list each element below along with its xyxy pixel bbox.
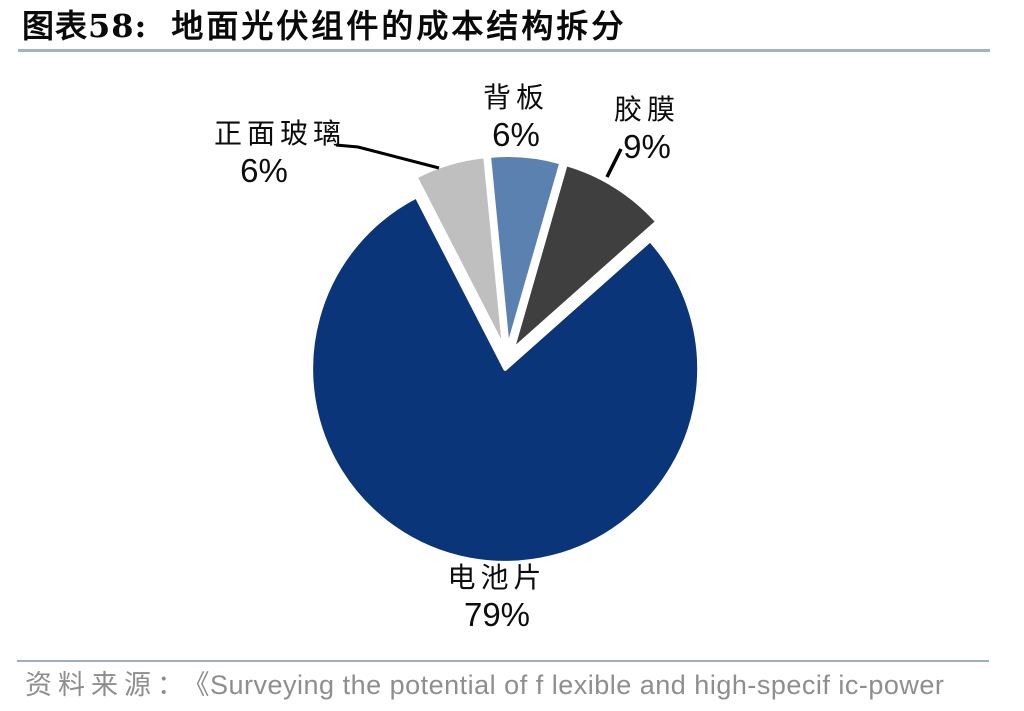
source-line: 资料来源： 《Surveying the potential of f lexib…	[25, 668, 1005, 703]
pie-label-front-glass-name: 正面玻璃	[213, 117, 346, 150]
pie-slices	[309, 153, 702, 565]
pie-label-backsheet: 背板 6%	[436, 80, 596, 154]
source-text: 《Surveying the potential of f lexible an…	[196, 670, 945, 700]
figure-title: 图表58: 地面光伏组件的成本结构拆分	[22, 6, 626, 46]
pie-label-film-pct: 9%	[623, 128, 671, 165]
pie-slice-film	[510, 162, 660, 353]
leader-line-front-glass	[335, 143, 440, 170]
pie-label-film-name: 胶膜	[613, 93, 680, 126]
figure-number: 图表58:	[22, 7, 148, 45]
pie-label-backsheet-pct: 6%	[492, 116, 540, 153]
pie-label-cell-name: 电池片	[447, 561, 547, 594]
pie-slice-front-glass	[413, 154, 507, 352]
pie-slice-cell	[309, 194, 702, 565]
pie-label-cell: 电池片 79%	[407, 560, 587, 634]
pie-label-front-glass: 正面玻璃 6%	[185, 116, 375, 190]
title-underline	[18, 49, 990, 52]
pie-label-front-glass-pct: 6%	[240, 152, 288, 189]
leader-line-film	[605, 148, 623, 178]
figure-title-text: 地面光伏组件的成本结构拆分	[171, 7, 627, 45]
pie-label-cell-pct: 79%	[463, 596, 531, 633]
footer-divider	[17, 660, 989, 662]
source-label: 资料来源：	[25, 670, 190, 701]
pie-label-backsheet-name: 背板	[482, 81, 549, 114]
pie-label-film: 胶膜 9%	[567, 92, 727, 166]
pie-slice-backsheet	[487, 153, 564, 351]
